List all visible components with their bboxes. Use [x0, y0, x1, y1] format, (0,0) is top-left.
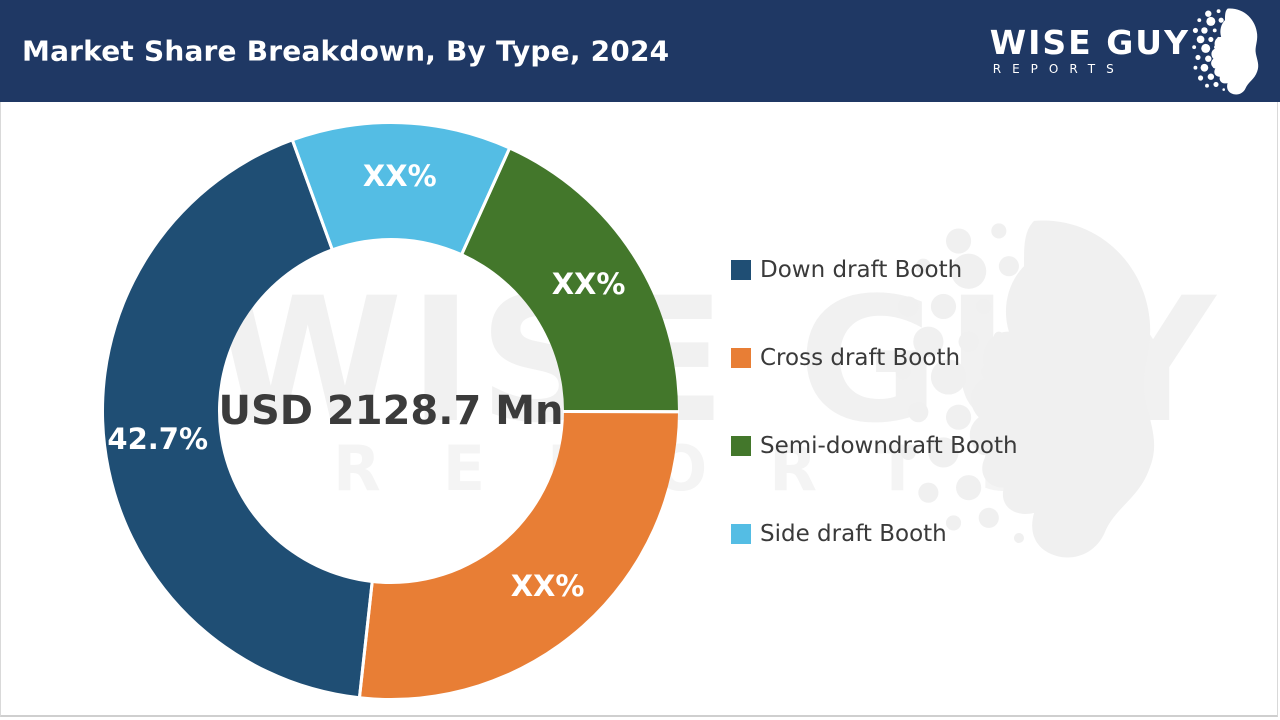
donut-chart: 42.7% XX% XX% XX%	[103, 124, 679, 699]
legend-label: Down draft Booth	[760, 256, 963, 283]
slice-label-down-draft-booth: 42.7%	[107, 422, 208, 456]
watermark-subtitle: REPORTS	[333, 432, 1088, 505]
slice-label-cross-draft-booth: XX%	[511, 569, 585, 603]
legend-swatch-side-draft-booth	[731, 524, 751, 544]
pie-slice-side-draft-booth	[292, 124, 510, 254]
logo-subtitle: REPORTS	[992, 62, 1125, 77]
legend-swatch-semi-downdraft-booth	[731, 436, 751, 456]
legend-label: Cross draft Booth	[760, 344, 961, 371]
legend-label: Side draft Booth	[760, 520, 947, 547]
chart-center-value: USD 2128.7 Mn	[218, 388, 564, 434]
wise-guy-reports-logo: WISE GUY REPORTS	[990, 6, 1266, 96]
legend-item-semi-downdraft-booth: Semi-downdraft Booth	[731, 434, 1018, 458]
slice-label-side-draft-booth: XX%	[363, 159, 437, 193]
pie-slice-down-draft-booth	[103, 141, 373, 697]
pie-slice-semi-downdraft-booth	[462, 149, 679, 412]
logo-face-icon	[1184, 6, 1266, 96]
legend-item-down-draft-booth: Down draft Booth	[731, 258, 1018, 282]
chart-canvas: WISE GUY REPORTS 42.7% XX% XX% XX% USD 2128…	[0, 102, 1278, 717]
legend-swatch-cross-draft-booth	[731, 348, 751, 368]
legend-item-cross-draft-booth: Cross draft Booth	[731, 346, 1018, 370]
slice-separator	[358, 581, 374, 698]
legend-item-side-draft-booth: Side draft Booth	[731, 522, 1018, 546]
legend-swatch-down-draft-booth	[731, 260, 751, 280]
page-title: Market Share Breakdown, By Type, 2024	[22, 34, 670, 68]
slice-separator	[291, 139, 334, 250]
pie-slice-cross-draft-booth	[359, 411, 678, 699]
logo-wordmark: WISE GUY	[989, 22, 1190, 62]
slice-separator	[460, 147, 511, 255]
header-bar: Market Share Breakdown, By Type, 2024 WI…	[0, 0, 1280, 102]
legend-label: Semi-downdraft Booth	[760, 432, 1018, 459]
chart-legend: Down draft Booth Cross draft Booth Semi-do…	[731, 258, 1018, 610]
slice-label-semi-downdraft-booth: XX%	[552, 267, 626, 301]
